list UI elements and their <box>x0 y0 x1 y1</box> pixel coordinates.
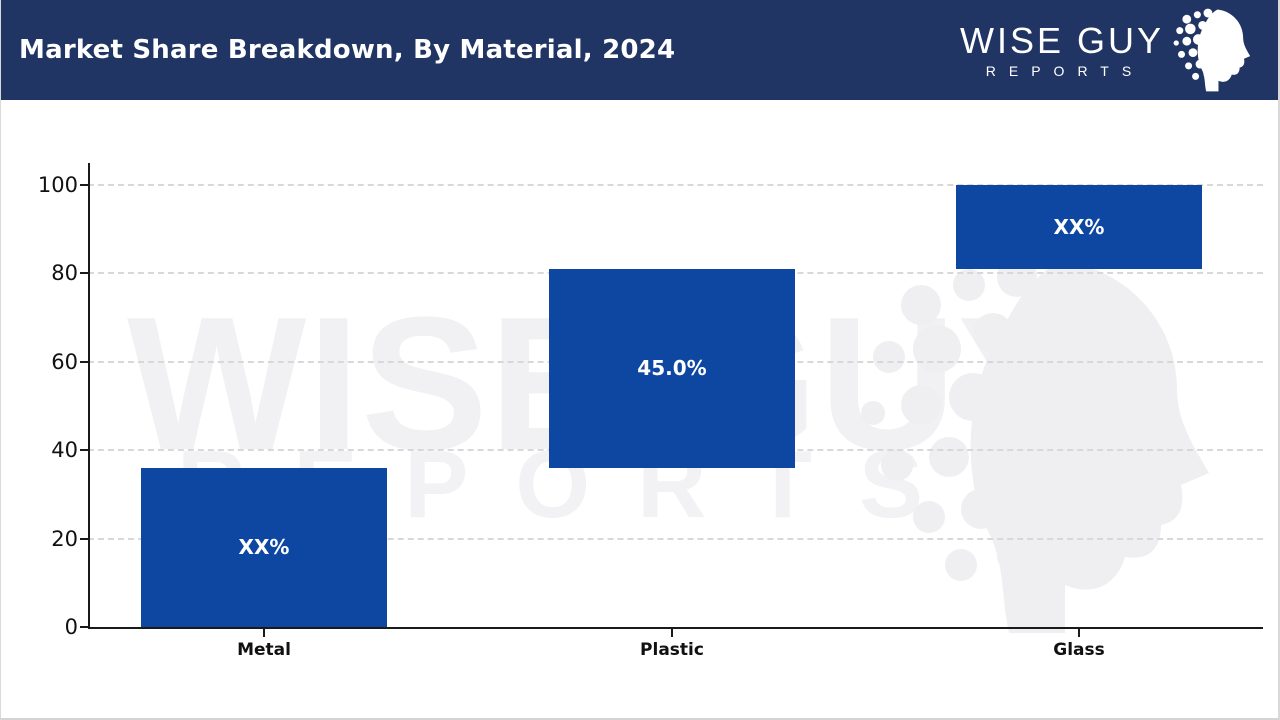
plot-region: 0 20 40 60 80 100 XX% Metal 45.0% Plastic XX% Glass <box>1 100 1278 717</box>
bar-value-label: XX% <box>238 535 290 560</box>
dotted-head-icon <box>1173 8 1251 92</box>
x-tick-plastic <box>671 629 673 637</box>
x-tick-label: Plastic <box>640 640 704 660</box>
gridline-100 <box>88 184 1263 186</box>
y-tick-label: 60 <box>51 349 78 374</box>
y-axis <box>88 163 90 629</box>
logo-subtitle: REPORTS <box>985 62 1145 79</box>
gridline-20 <box>88 537 1263 540</box>
header: Market Share Breakdown, By Material, 202… <box>1 0 1278 100</box>
bar-glass: XX% <box>956 185 1202 269</box>
y-tick-label: 80 <box>51 261 78 286</box>
x-axis <box>88 627 1263 629</box>
y-tick-label: 0 <box>64 615 78 639</box>
bar-metal: XX% <box>141 467 387 627</box>
y-tick-100 <box>80 184 88 186</box>
x-tick-metal <box>263 629 265 637</box>
y-tick-40 <box>80 449 88 452</box>
x-tick-label: Metal <box>237 640 291 660</box>
logo-wordmark: WISE GUY <box>959 19 1164 61</box>
wise-guy-reports-logo: WISE GUY REPORTS <box>960 6 1254 94</box>
y-tick-label: 100 <box>37 173 78 197</box>
x-tick-glass <box>1078 629 1080 637</box>
y-tick-label: 20 <box>51 526 78 551</box>
x-tick-label: Glass <box>1053 640 1105 660</box>
y-tick-80 <box>80 272 88 275</box>
y-tick-label: 40 <box>51 438 78 463</box>
y-tick-20 <box>80 537 88 540</box>
page-title: Market Share Breakdown, By Material, 202… <box>19 35 676 65</box>
y-tick-0 <box>80 626 88 628</box>
bar-plastic: 45.0% <box>549 268 795 468</box>
bar-value-label: 45.0% <box>637 356 707 381</box>
bar-value-label: XX% <box>1053 214 1105 239</box>
y-tick-60 <box>80 360 88 363</box>
chart-area: WISE GUY REPORTS 0 20 40 60 80 100 XX% Metal 45.… <box>1 100 1278 717</box>
logo-text: WISE GUY REPORTS <box>959 19 1164 79</box>
